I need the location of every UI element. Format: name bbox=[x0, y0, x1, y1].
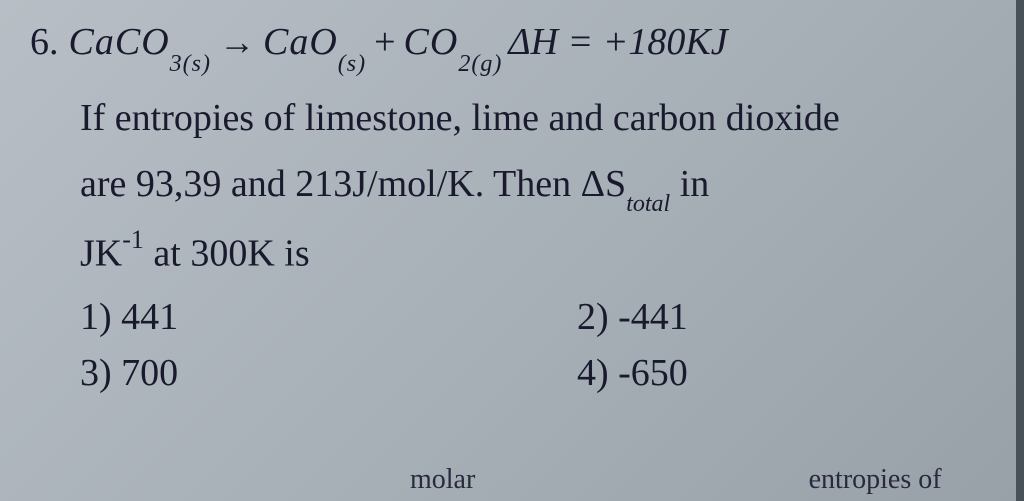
product1-formula: CaO(s) bbox=[263, 20, 366, 70]
option-2: 2) -441 bbox=[577, 295, 994, 339]
question-number: 6. bbox=[30, 20, 59, 64]
product1: CaO bbox=[263, 21, 338, 63]
line3-part2: at 300K is bbox=[144, 233, 310, 275]
line3-part1: JK bbox=[80, 233, 122, 275]
option-4: 4) -650 bbox=[577, 351, 994, 395]
question-line-2: are 93,39 and 213J/mol/K. Then ΔStotal i… bbox=[80, 154, 994, 217]
question-line-1: If entropies of limestone, lime and carb… bbox=[80, 88, 994, 149]
page-edge-shadow bbox=[1016, 0, 1024, 501]
delta-h-value: ΔH = +180KJ bbox=[508, 20, 727, 64]
options-grid: 1) 441 2) -441 3) 700 4) -650 bbox=[80, 295, 994, 395]
reactant-subscript: 3(s) bbox=[170, 51, 211, 77]
product2-formula: CO2(g) bbox=[404, 20, 503, 70]
option-1: 1) 441 bbox=[80, 295, 497, 339]
line2-part1: are 93,39 and 213J/mol/K. Then ΔS bbox=[80, 163, 626, 205]
equation-line: 6. CaCO3(s) → CaO(s) + CO2(g) ΔH = +180K… bbox=[30, 20, 994, 70]
question-container: 6. CaCO3(s) → CaO(s) + CO2(g) ΔH = +180K… bbox=[30, 20, 994, 481]
plus-sign: + bbox=[374, 20, 395, 64]
bottom-left-text: molar bbox=[410, 464, 475, 496]
arrow-icon: → bbox=[219, 21, 255, 63]
product2-subscript: 2(g) bbox=[458, 51, 502, 77]
line2-subscript: total bbox=[626, 191, 670, 217]
bottom-right-text: entropies of bbox=[809, 464, 942, 496]
product2: CO bbox=[404, 21, 459, 63]
line2-part2: in bbox=[670, 163, 709, 205]
option-3: 3) 700 bbox=[80, 351, 497, 395]
line3-superscript: -1 bbox=[122, 225, 144, 254]
product1-subscript: (s) bbox=[338, 51, 366, 77]
reactant: CaCO bbox=[69, 21, 170, 63]
question-line-3: JK-1 at 300K is bbox=[80, 223, 994, 284]
reactant-formula: CaCO3(s) bbox=[69, 20, 211, 70]
bottom-text-row: molar entropies of bbox=[30, 464, 952, 496]
